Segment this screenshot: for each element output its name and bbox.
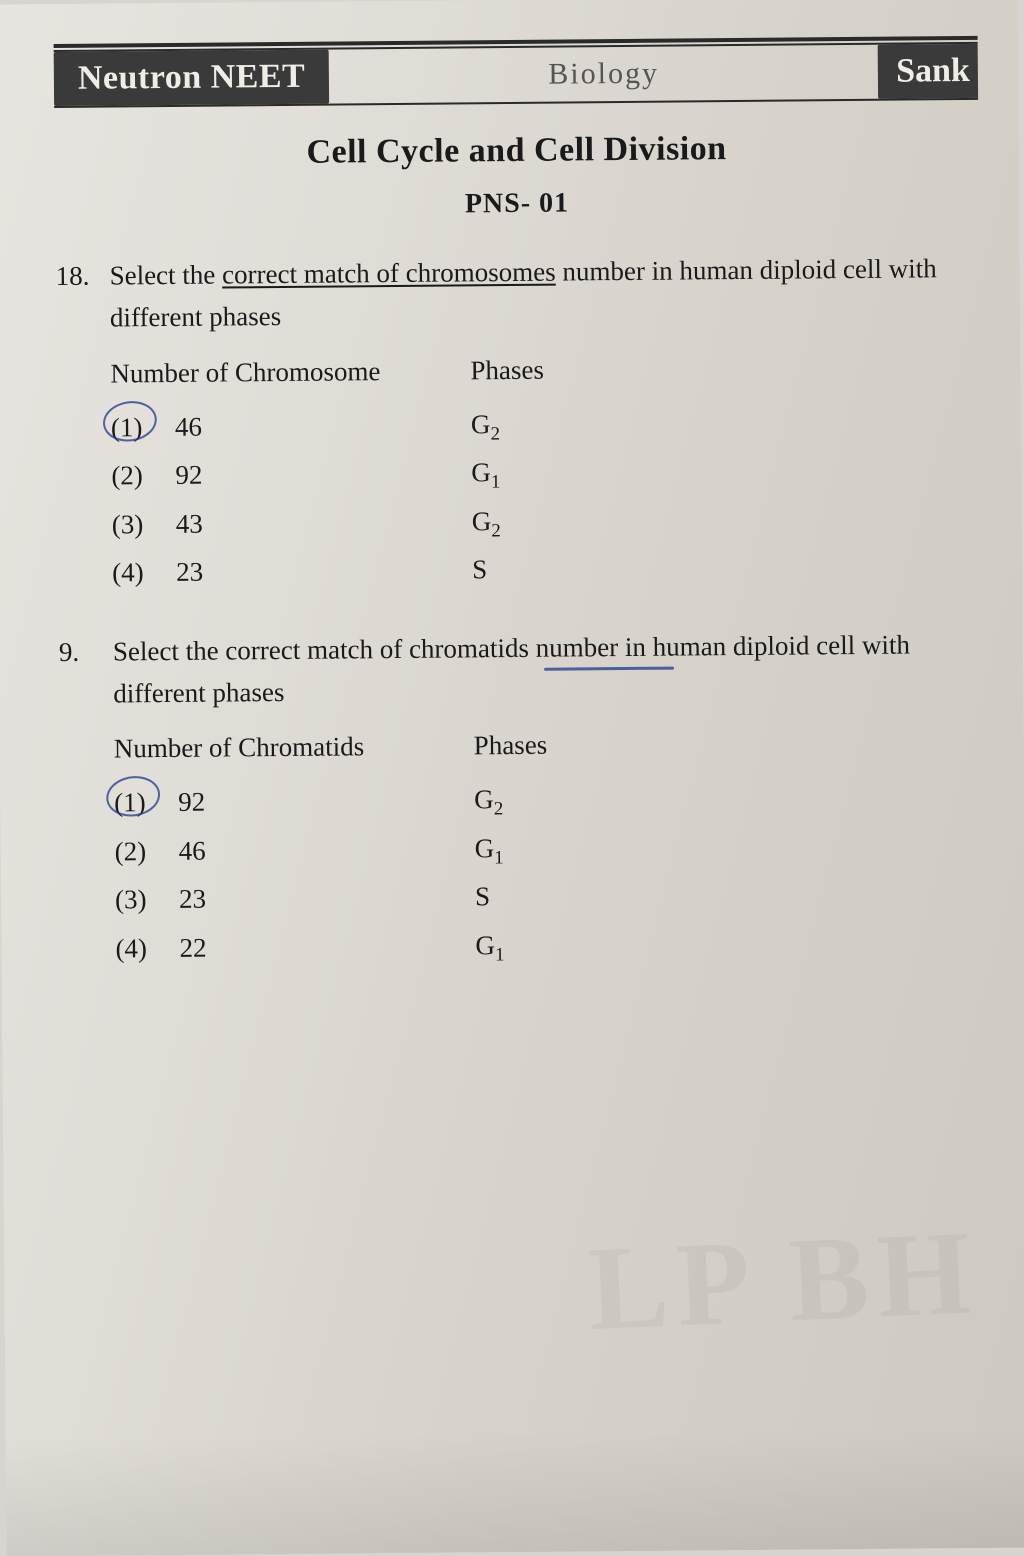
option-label: (1) xyxy=(111,404,175,450)
q18-opt-2: (2) 92 G1 xyxy=(111,446,981,502)
q18-text-pre: Select the xyxy=(109,260,222,291)
option-value-a: 92 xyxy=(178,778,474,826)
right-badge: Sank xyxy=(878,44,978,99)
page: Neutron NEET Biology Sank Cell Cycle and… xyxy=(0,0,1024,1556)
option-label: (1) xyxy=(114,780,178,826)
option-value-b: S xyxy=(475,873,675,923)
pns-label: PNS- 01 xyxy=(55,184,979,224)
q18-headings: Number of Chromosome Phases xyxy=(110,346,980,395)
option-value-a: 23 xyxy=(176,547,472,595)
option-value-a: 46 xyxy=(175,402,471,450)
option-label-text: (1) xyxy=(114,787,146,817)
question-number: 18. xyxy=(55,255,112,599)
option-value-a: 43 xyxy=(176,499,472,547)
chapter-title: Cell Cycle and Cell Division xyxy=(54,128,978,174)
option-value-b: S xyxy=(472,546,672,596)
q19-opt-3: (3) 23 S xyxy=(115,870,985,926)
option-label: (3) xyxy=(115,877,179,923)
option-label-text: (1) xyxy=(111,412,143,442)
q19-options: (1) 92 G2 (2) 46 G1 (3) 23 S (4) 22 xyxy=(114,773,986,975)
option-label: (4) xyxy=(115,926,179,972)
option-value-a: 22 xyxy=(179,923,475,971)
option-value-b: G2 xyxy=(472,497,672,547)
q19-opt-1: (1) 92 G2 xyxy=(114,773,984,829)
brand-badge: Neutron NEET xyxy=(54,50,330,106)
q18-col-b: Phases xyxy=(470,348,670,392)
option-value-a: 23 xyxy=(179,875,475,923)
question-body: Select the correct match of chromatids n… xyxy=(113,624,986,975)
option-value-a: 92 xyxy=(175,450,471,498)
option-label: (4) xyxy=(112,550,176,596)
watermark: LP BH xyxy=(585,1203,981,1358)
q18-options: (1) 46 G2 (2) 92 G1 (3) 43 G2 (4) 2 xyxy=(111,397,983,599)
option-value-b: G1 xyxy=(474,824,674,874)
subject-label: Biology xyxy=(329,45,878,104)
q18-text-underlined: correct match of chromosomes xyxy=(222,257,556,290)
q19-headings: Number of Chromatids Phases xyxy=(114,721,984,770)
q19-opt-2: (2) 46 G1 xyxy=(114,822,984,878)
option-label: (3) xyxy=(112,502,176,548)
q19-text-pre: Select the correct match of xyxy=(113,634,409,667)
question-18: 18. Select the correct match of chromoso… xyxy=(55,248,982,600)
q18-opt-4: (4) 23 S xyxy=(112,543,982,599)
shadow-overlay xyxy=(6,1428,1024,1556)
option-value-b: G1 xyxy=(471,449,671,499)
q19-col-b: Phases xyxy=(474,724,674,768)
header-row: Neutron NEET Biology Sank xyxy=(54,42,978,108)
q19-col-a: Number of Chromatids xyxy=(114,726,474,771)
option-label: (2) xyxy=(111,453,175,499)
option-label: (2) xyxy=(114,829,178,875)
question-body: Select the correct match of chromosomes … xyxy=(109,248,982,599)
q19-opt-4: (4) 22 G1 xyxy=(115,919,985,975)
q18-opt-1: (1) 46 G2 xyxy=(111,397,981,453)
q19-text-mid: chromatids xyxy=(409,633,529,664)
option-value-a: 46 xyxy=(178,826,474,874)
option-value-b: G2 xyxy=(474,776,674,826)
q18-opt-3: (3) 43 G2 xyxy=(112,494,982,550)
option-value-b: G2 xyxy=(471,400,671,450)
option-value-b: G1 xyxy=(475,921,675,971)
q18-col-a: Number of Chromosome xyxy=(110,350,470,395)
question-19: 9. Select the correct match of chromatid… xyxy=(59,624,986,976)
question-number: 9. xyxy=(59,631,116,975)
